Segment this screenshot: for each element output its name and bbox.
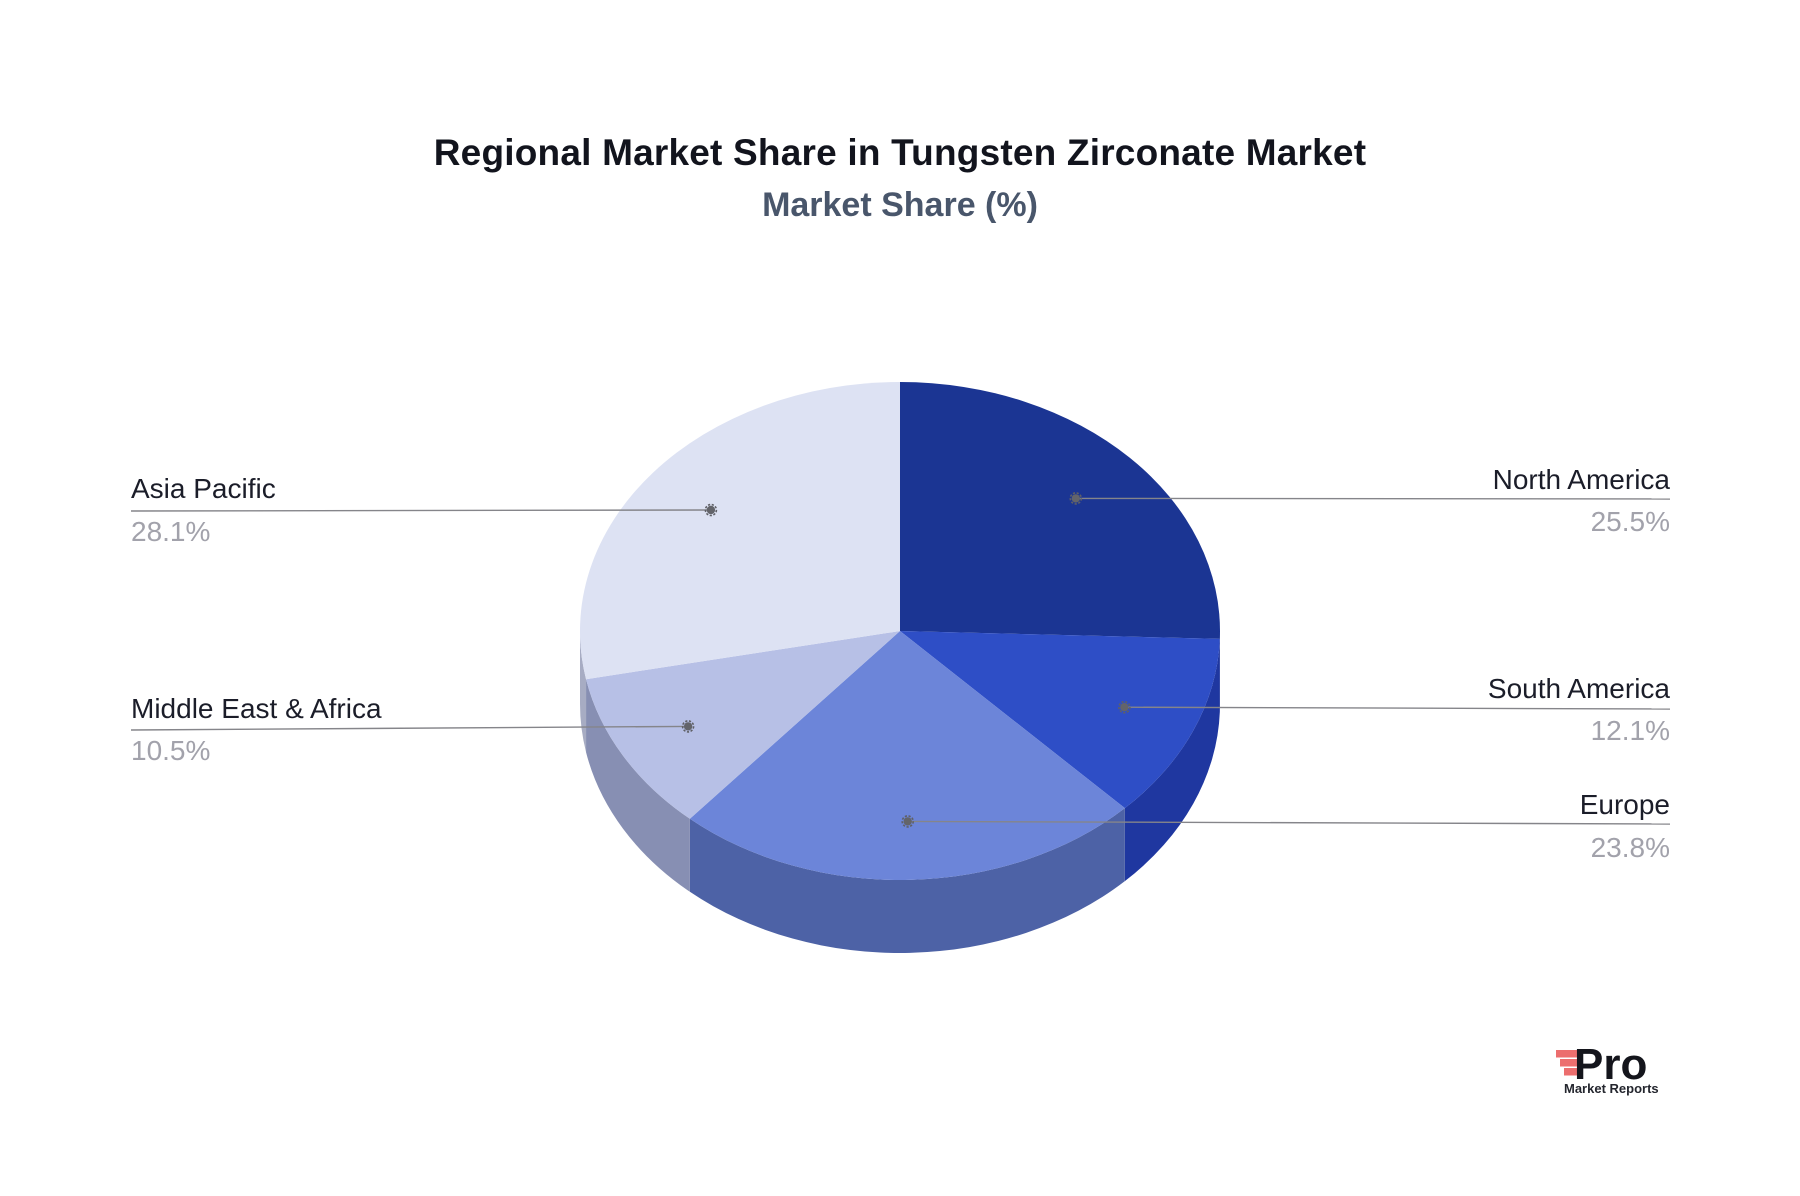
svg-text:Market Reports: Market Reports [1564, 1081, 1659, 1096]
